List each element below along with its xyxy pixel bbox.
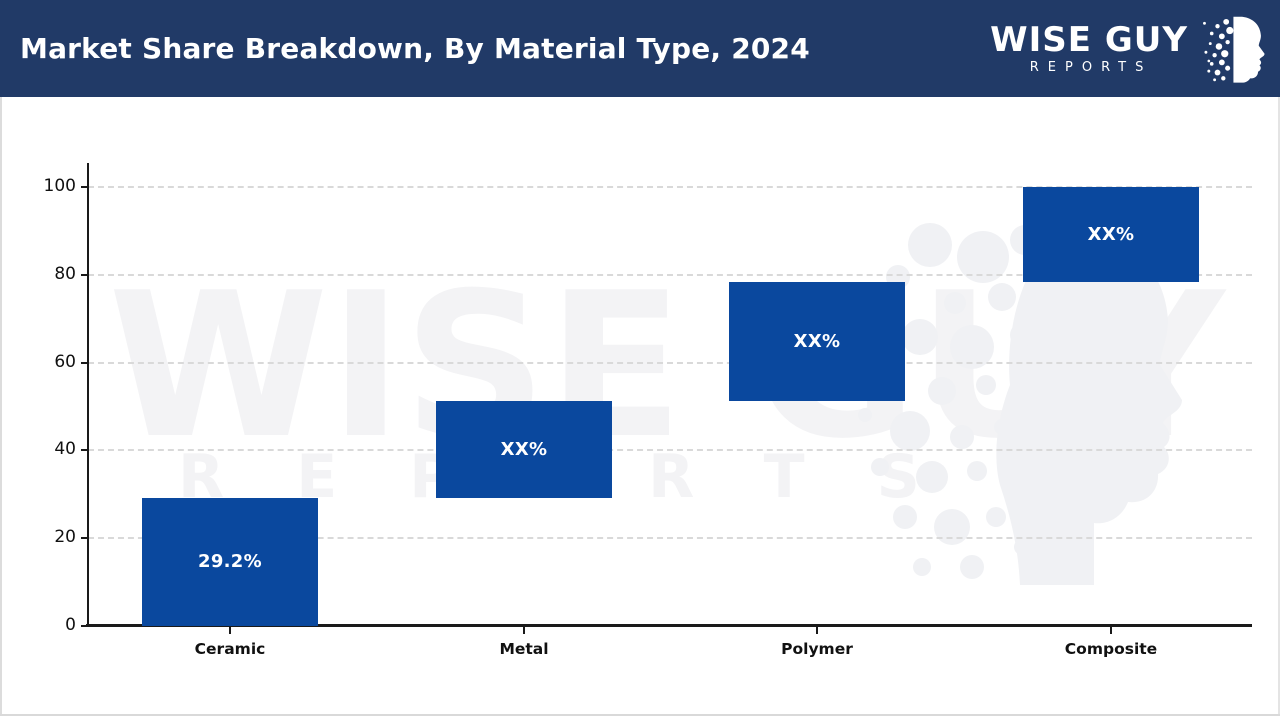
bar-value-label-metal: XX% <box>500 439 548 460</box>
brand-logo: WISE GUY REPORTS <box>990 6 1266 92</box>
category-label-composite: Composite <box>1064 640 1158 658</box>
brand-face-icon <box>1203 16 1265 83</box>
y-tick-60 <box>81 361 88 364</box>
y-tick-0 <box>81 625 88 627</box>
x-tick-composite <box>1110 627 1112 634</box>
bar-composite: XX% <box>1023 187 1199 282</box>
y-tick-20 <box>81 537 88 540</box>
y-tick-label-60: 60 <box>54 351 76 372</box>
page-left-border <box>0 97 2 716</box>
x-axis-line <box>86 624 1252 627</box>
category-label-ceramic: Ceramic <box>194 640 266 658</box>
x-tick-ceramic <box>229 627 231 634</box>
bar-value-label-composite: XX% <box>1087 223 1135 245</box>
gridline-100 <box>88 186 1252 188</box>
y-tick-100 <box>81 186 88 188</box>
brand-logo-text: WISE GUY REPORTS <box>990 23 1188 74</box>
gridline-80 <box>88 273 1252 276</box>
y-tick-40 <box>81 449 88 452</box>
category-label-metal: Metal <box>499 640 549 658</box>
y-tick-label-20: 20 <box>54 527 76 548</box>
x-tick-polymer <box>816 627 818 634</box>
bar-value-label-ceramic: 29.2% <box>198 551 262 573</box>
gridline-20 <box>88 537 1252 540</box>
bar-polymer: XX% <box>729 281 905 402</box>
y-tick-label-0: 0 <box>65 615 76 635</box>
page-title: Market Share Breakdown, By Material Type… <box>20 32 810 65</box>
y-tick-label-80: 80 <box>54 263 76 284</box>
page-bottom-border <box>0 714 1280 716</box>
y-tick-label-100: 100 <box>43 176 76 196</box>
brand-name: WISE GUY <box>990 20 1188 60</box>
y-axis-line <box>87 163 89 627</box>
bar-ceramic: 29.2% <box>142 497 318 626</box>
x-tick-metal <box>523 627 525 634</box>
gridline-60 <box>88 361 1252 364</box>
header-bar: Market Share Breakdown, By Material Type… <box>0 0 1280 97</box>
y-tick-label-40: 40 <box>54 439 76 460</box>
brand-subname: REPORTS <box>1029 60 1153 75</box>
gridline-40 <box>88 449 1252 452</box>
bar-value-label-polymer: XX% <box>793 331 841 353</box>
category-label-polymer: Polymer <box>781 640 853 658</box>
bar-metal: XX% <box>436 401 612 498</box>
page-right-border <box>1278 97 1280 716</box>
y-tick-80 <box>81 273 88 276</box>
